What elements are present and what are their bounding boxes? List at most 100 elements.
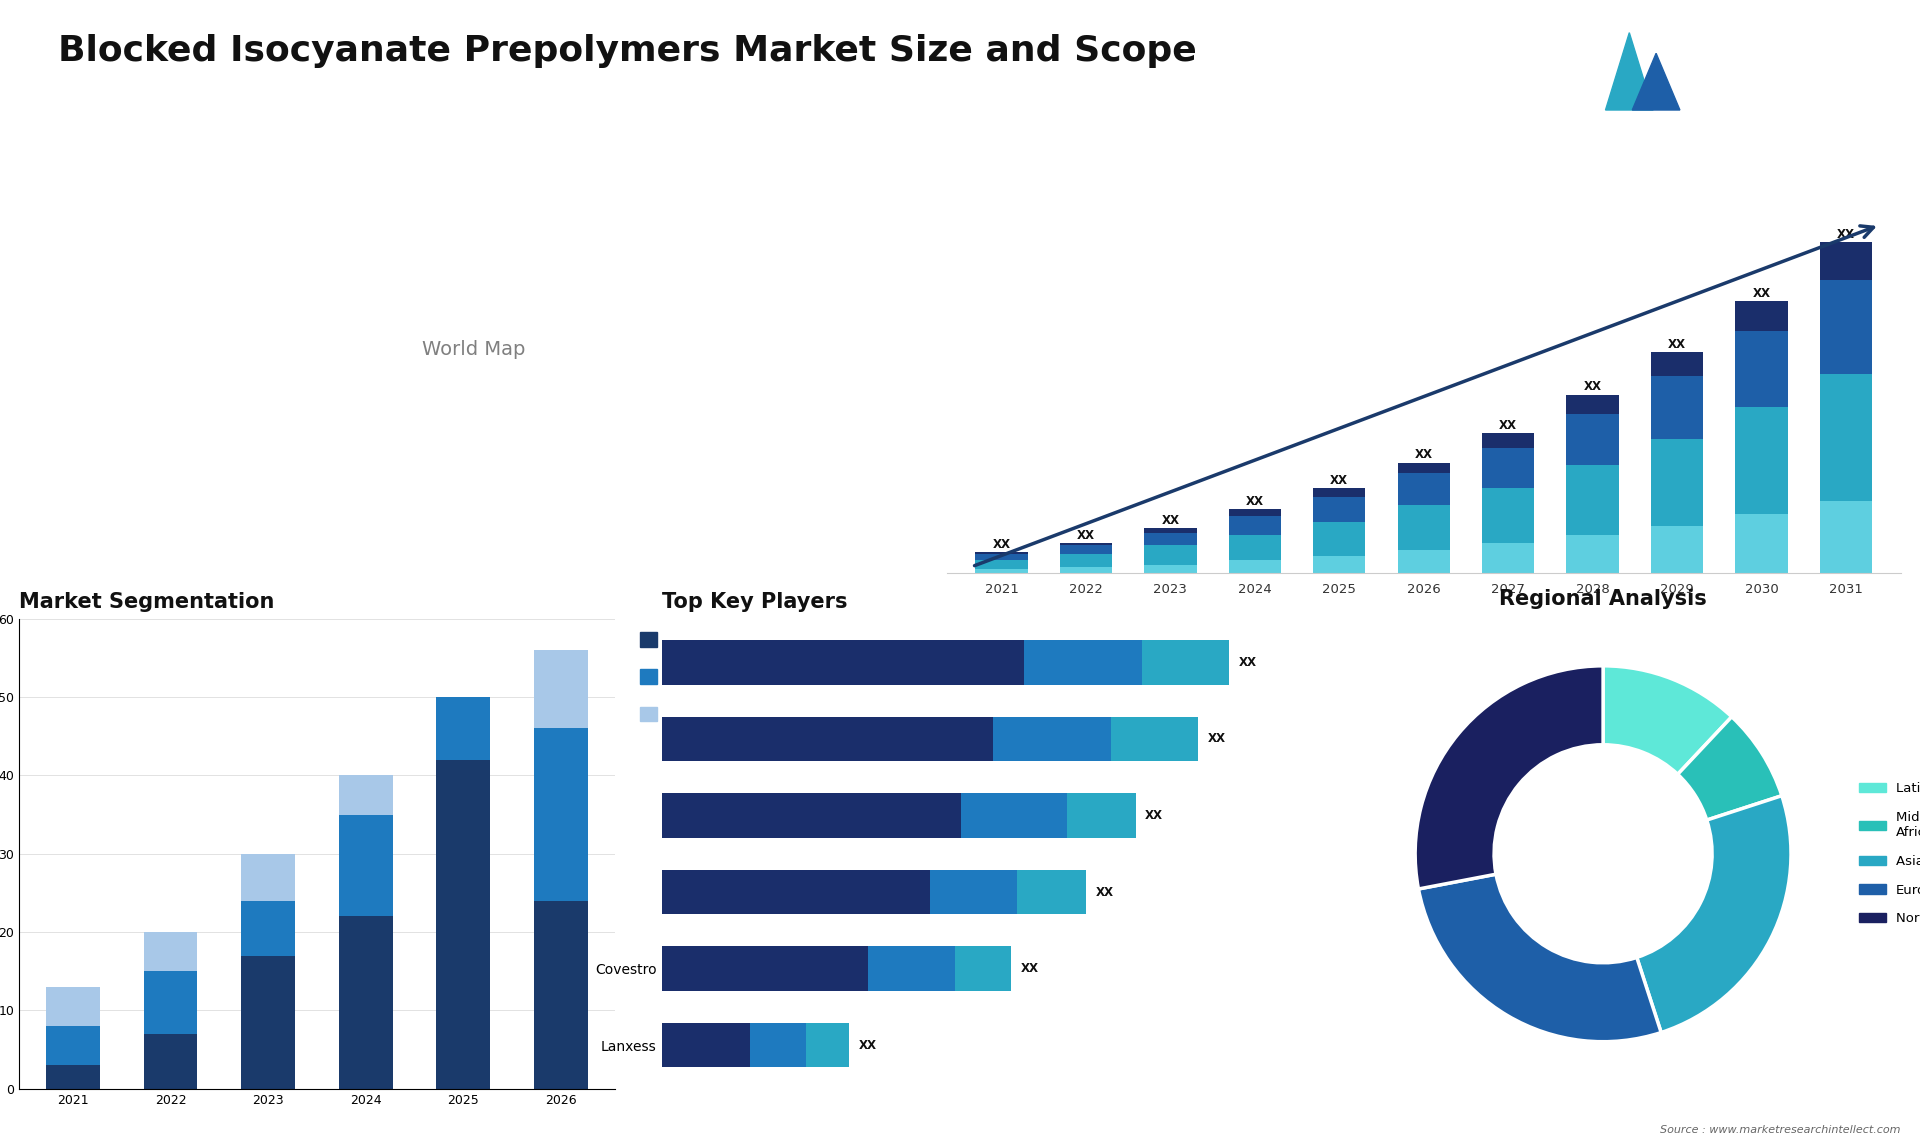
Bar (662, 870, 931, 915)
Text: Blocked Isocyanate Prepolymers Market Size and Scope: Blocked Isocyanate Prepolymers Market Si… (58, 34, 1196, 69)
Bar (1144, 528, 1196, 533)
Text: XX: XX (1021, 963, 1039, 975)
Polygon shape (1632, 53, 1680, 110)
Bar (1820, 280, 1872, 374)
Text: XX: XX (1096, 886, 1114, 898)
Bar (1398, 473, 1450, 505)
Bar (1820, 242, 1872, 280)
Bar (534, 650, 588, 729)
Wedge shape (1678, 716, 1782, 821)
Text: XX: XX (1500, 418, 1517, 432)
Bar (868, 947, 954, 991)
Text: XX: XX (1144, 809, 1164, 822)
Bar (975, 560, 1027, 568)
Text: XX: XX (1753, 288, 1770, 300)
Text: Market Segmentation: Market Segmentation (19, 591, 275, 612)
Bar (338, 815, 392, 917)
Bar (46, 1066, 100, 1089)
Circle shape (1494, 745, 1713, 963)
Bar (1820, 374, 1872, 501)
Bar (1060, 545, 1112, 554)
Text: RESEARCH: RESEARCH (1743, 69, 1801, 79)
Bar (1068, 793, 1137, 838)
Bar (1060, 554, 1112, 566)
Bar (1313, 496, 1365, 523)
Bar (1229, 535, 1281, 560)
Wedge shape (1603, 666, 1732, 775)
Wedge shape (1415, 666, 1603, 889)
Bar (242, 901, 296, 956)
Text: XX: XX (1668, 338, 1686, 351)
Bar (338, 917, 392, 1089)
Text: XX: XX (1238, 656, 1258, 669)
Bar (662, 641, 1023, 684)
Bar (144, 972, 198, 1034)
Text: World Map: World Map (422, 340, 526, 359)
Bar (1229, 509, 1281, 516)
Wedge shape (1419, 874, 1661, 1042)
Bar (975, 551, 1027, 554)
Legend: Latin America, Middle East &
Africa, Asia Pacific, Europe, North America: Latin America, Middle East & Africa, Asi… (1855, 777, 1920, 931)
Legend: Type, Application, Geography: Type, Application, Geography (634, 626, 756, 728)
Bar (1736, 301, 1788, 331)
Text: XX: XX (1077, 529, 1094, 542)
Bar (662, 716, 993, 761)
Text: XX: XX (1837, 228, 1855, 241)
Bar (1229, 516, 1281, 535)
Bar (1398, 463, 1450, 473)
Bar (1313, 488, 1365, 496)
Bar (662, 1023, 749, 1067)
Bar (1651, 526, 1703, 573)
Text: XX: XX (858, 1038, 877, 1052)
Bar (1736, 331, 1788, 408)
Bar (534, 729, 588, 901)
Bar (954, 947, 1012, 991)
Text: XX: XX (1246, 495, 1263, 508)
Bar (931, 870, 1018, 915)
Bar (46, 1026, 100, 1066)
Bar (1144, 545, 1196, 565)
Bar (975, 568, 1027, 573)
Bar (1482, 433, 1534, 448)
Bar (749, 1023, 806, 1067)
Bar (1018, 870, 1087, 915)
Bar (144, 1034, 198, 1089)
Bar (436, 760, 490, 1089)
Text: XX: XX (993, 537, 1010, 550)
Bar (1567, 535, 1619, 573)
Title: Regional Analysis: Regional Analysis (1500, 589, 1707, 609)
Bar (338, 776, 392, 815)
Bar (1060, 543, 1112, 545)
Text: XX: XX (1584, 380, 1601, 393)
Bar (1482, 448, 1534, 488)
Text: INTELLECT: INTELLECT (1743, 92, 1801, 102)
Text: XX: XX (1415, 448, 1432, 462)
Bar (436, 697, 490, 760)
Bar (1142, 641, 1229, 684)
Bar (1567, 414, 1619, 465)
Bar (993, 716, 1112, 761)
Bar (1112, 716, 1198, 761)
Bar (1229, 560, 1281, 573)
Bar (1023, 641, 1142, 684)
Bar (1144, 533, 1196, 545)
Text: Top Key Players: Top Key Players (662, 591, 849, 612)
Bar (1651, 376, 1703, 439)
Polygon shape (1605, 33, 1653, 110)
Bar (534, 901, 588, 1089)
Bar (1398, 550, 1450, 573)
Bar (1313, 556, 1365, 573)
Bar (46, 987, 100, 1026)
Bar (1567, 465, 1619, 535)
Bar (1482, 543, 1534, 573)
Bar (806, 1023, 849, 1067)
Bar (1482, 488, 1534, 543)
Bar (1060, 566, 1112, 573)
Text: XX: XX (1331, 473, 1348, 487)
Bar (144, 932, 198, 972)
Bar (1820, 501, 1872, 573)
Wedge shape (1636, 795, 1791, 1033)
Bar (962, 793, 1068, 838)
Bar (1567, 394, 1619, 414)
Bar (1651, 352, 1703, 376)
